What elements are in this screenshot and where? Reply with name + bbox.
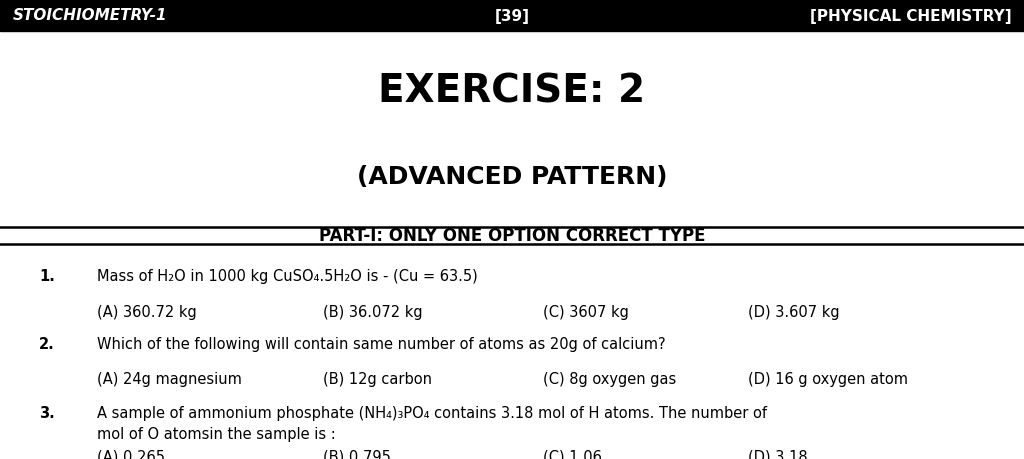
Text: [39]: [39] — [495, 8, 529, 23]
Text: (D) 16 g oxygen atom: (D) 16 g oxygen atom — [748, 371, 907, 386]
Text: (C) 3607 kg: (C) 3607 kg — [543, 304, 629, 319]
Text: A sample of ammonium phosphate (NH₄)₃PO₄ contains 3.18 mol of H atoms. The numbe: A sample of ammonium phosphate (NH₄)₃PO₄… — [97, 405, 767, 441]
Text: (D) 3.607 kg: (D) 3.607 kg — [748, 304, 839, 319]
Text: 3.: 3. — [39, 405, 54, 420]
Text: (B) 0.795: (B) 0.795 — [323, 449, 390, 459]
Text: (C) 8g oxygen gas: (C) 8g oxygen gas — [543, 371, 676, 386]
Text: (B) 12g carbon: (B) 12g carbon — [323, 371, 431, 386]
Text: 1.: 1. — [39, 269, 55, 284]
Text: (B) 36.072 kg: (B) 36.072 kg — [323, 304, 422, 319]
Text: PART-I: ONLY ONE OPTION CORRECT TYPE: PART-I: ONLY ONE OPTION CORRECT TYPE — [318, 227, 706, 245]
Text: [PHYSICAL CHEMISTRY]: [PHYSICAL CHEMISTRY] — [810, 8, 1012, 23]
Text: (A) 360.72 kg: (A) 360.72 kg — [97, 304, 197, 319]
Text: (D) 3.18: (D) 3.18 — [748, 449, 807, 459]
Text: STOICHIOMETRY-1: STOICHIOMETRY-1 — [12, 8, 167, 23]
Text: (A) 0.265: (A) 0.265 — [97, 449, 165, 459]
Text: EXERCISE: 2: EXERCISE: 2 — [379, 73, 645, 111]
Text: (A) 24g magnesium: (A) 24g magnesium — [97, 371, 242, 386]
Text: (C) 1.06: (C) 1.06 — [543, 449, 601, 459]
Text: 2.: 2. — [39, 336, 54, 351]
Text: Which of the following will contain same number of atoms as 20g of calcium?: Which of the following will contain same… — [97, 336, 666, 351]
Text: (ADVANCED PATTERN): (ADVANCED PATTERN) — [356, 165, 668, 189]
Text: Mass of H₂O in 1000 kg CuSO₄.5H₂O is - (Cu = 63.5): Mass of H₂O in 1000 kg CuSO₄.5H₂O is - (… — [97, 269, 478, 284]
